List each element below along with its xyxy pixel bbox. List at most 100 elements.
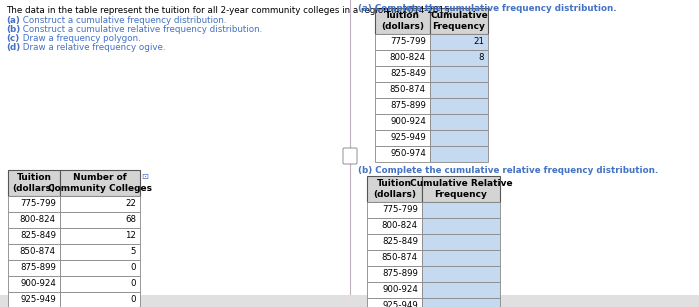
Bar [430,98,488,114]
Bar [422,202,500,218]
Text: Tuition
(dollars): Tuition (dollars) [373,179,416,199]
Text: (c): (c) [6,34,20,43]
Text: Construct a cumulative frequency distribution.: Construct a cumulative frequency distrib… [20,16,226,25]
Text: ⊡: ⊡ [141,172,148,181]
Text: 900-924: 900-924 [382,286,418,294]
FancyBboxPatch shape [343,148,357,164]
Bar [60,276,140,292]
Bar [375,130,430,146]
Bar [8,170,60,196]
Text: 800-824: 800-824 [20,216,56,224]
Text: 925-949: 925-949 [382,301,418,307]
Bar [8,260,60,276]
Bar [60,212,140,228]
Text: 0: 0 [131,279,136,289]
Bar [422,282,500,298]
Bar [60,228,140,244]
Bar [60,292,140,307]
Bar [375,8,430,34]
Bar [367,282,422,298]
Bar [422,218,500,234]
Text: 775-799: 775-799 [20,200,56,208]
Bar [367,234,422,250]
Text: (b): (b) [6,25,20,34]
Text: 775-799: 775-799 [382,205,418,215]
Bar [375,34,430,50]
Bar [422,176,500,202]
Text: 12: 12 [125,231,136,240]
Bar [367,218,422,234]
Bar [375,50,430,66]
Bar [8,228,60,244]
Bar [375,98,430,114]
Text: 925-949: 925-949 [390,134,426,142]
Bar [422,298,500,307]
Text: 0: 0 [131,296,136,305]
Bar [422,250,500,266]
Text: Cumulative Relative
Frequency: Cumulative Relative Frequency [410,179,512,199]
Text: The data in the table represent the tuition for all 2-year community colleges in: The data in the table represent the tuit… [6,6,452,15]
Bar [60,196,140,212]
Text: 775-799: 775-799 [390,37,426,46]
Text: 875-899: 875-899 [382,270,418,278]
Text: 900-924: 900-924 [390,118,426,126]
Bar [422,234,500,250]
Bar [430,8,488,34]
Text: 800-824: 800-824 [382,221,418,231]
Text: 800-824: 800-824 [390,53,426,63]
Bar [0,295,699,307]
Text: 850-874: 850-874 [20,247,56,257]
Text: 850-874: 850-874 [390,86,426,95]
Text: Cumulative
Frequency: Cumulative Frequency [430,11,488,31]
Bar [375,82,430,98]
Bar [8,212,60,228]
Text: 0: 0 [131,263,136,273]
Text: 950-974: 950-974 [390,150,426,158]
Text: (a): (a) [6,16,20,25]
Bar [375,66,430,82]
Bar [367,202,422,218]
Text: 825-849: 825-849 [390,69,426,79]
Text: Draw a frequency polygon.: Draw a frequency polygon. [20,34,140,43]
Text: Tuition
(dollars): Tuition (dollars) [381,11,424,31]
Text: (a) Complete the cumulative frequency distribution.: (a) Complete the cumulative frequency di… [358,4,617,13]
Bar [8,276,60,292]
Bar [430,50,488,66]
Bar [367,266,422,282]
Text: Construct a cumulative relative frequency distribution.: Construct a cumulative relative frequenc… [20,25,262,34]
Text: 825-849: 825-849 [382,238,418,247]
Text: 825-849: 825-849 [20,231,56,240]
Text: 900-924: 900-924 [20,279,56,289]
Bar [422,266,500,282]
Bar [375,114,430,130]
Bar [430,34,488,50]
Text: 850-874: 850-874 [382,254,418,262]
Text: Tuition
(dollars): Tuition (dollars) [13,173,55,193]
Bar [8,196,60,212]
Bar [8,292,60,307]
Text: 925-949: 925-949 [20,296,56,305]
Bar [430,66,488,82]
Bar [8,244,60,260]
Bar [367,176,422,202]
Text: (b) Complete the cumulative relative frequency distribution.: (b) Complete the cumulative relative fre… [358,166,658,175]
Bar [367,250,422,266]
Text: 22: 22 [125,200,136,208]
Text: 5: 5 [131,247,136,257]
Bar [430,114,488,130]
Bar [430,82,488,98]
Bar [430,130,488,146]
Text: 8: 8 [479,53,484,63]
Text: 875-899: 875-899 [20,263,56,273]
Text: 875-899: 875-899 [390,102,426,111]
Text: Number of
Community Colleges: Number of Community Colleges [48,173,152,193]
Bar [367,298,422,307]
Text: 68: 68 [125,216,136,224]
Bar [60,244,140,260]
Text: (d): (d) [6,43,20,52]
Text: 21: 21 [473,37,484,46]
Bar [430,146,488,162]
Bar [375,146,430,162]
Text: Draw a relative frequency ogive.: Draw a relative frequency ogive. [20,43,166,52]
Bar [60,260,140,276]
